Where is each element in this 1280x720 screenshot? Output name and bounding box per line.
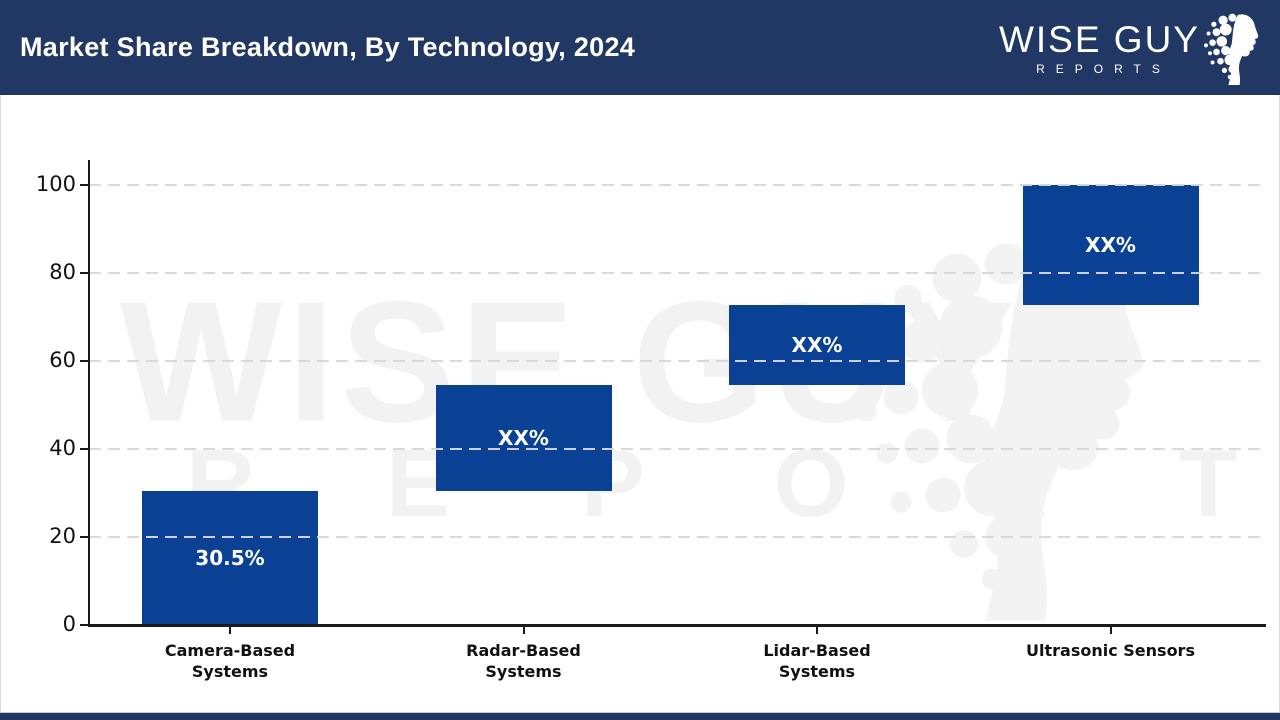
y-tick-label-80: 80 [49, 260, 76, 284]
y-tick-mark-100 [80, 184, 89, 186]
bar-segment-2: XX% [435, 385, 612, 491]
y-tick-mark-20 [80, 536, 89, 538]
y-tick-mark-40 [80, 448, 89, 450]
x-tick-mark-1 [229, 627, 231, 634]
y-tick-label-20: 20 [49, 524, 76, 548]
x-tick-mark-2 [522, 627, 525, 634]
y-tick-mark-0 [80, 624, 89, 626]
y-tick-label-100: 100 [35, 172, 76, 196]
gridline-60 [89, 360, 1266, 362]
y-tick-label-0: 0 [62, 612, 76, 636]
brand-subtitle-text: REPORTS [1036, 61, 1171, 76]
bar-segment-1: 30.5% [142, 490, 318, 625]
bar-value-label: 30.5% [195, 545, 265, 570]
bottom-divider [0, 712, 1280, 713]
footer-bar [0, 713, 1280, 720]
bar-value-label: XX% [1085, 233, 1136, 258]
category-label-4: Ultrasonic Sensors [1026, 641, 1195, 660]
x-tick-mark-4 [1109, 627, 1112, 634]
y-tick-label-40: 40 [49, 436, 76, 460]
category-label-3: Lidar-Based Systems [763, 641, 871, 681]
bar-value-label: XX% [498, 425, 549, 450]
gridline-80 [89, 272, 1266, 274]
watermark-face-logo-icon [855, 243, 1143, 621]
x-axis-line [88, 624, 1266, 627]
x-tick-mark-3 [816, 627, 818, 634]
brand-face-icon [1203, 13, 1259, 85]
header-bar: Market Share Breakdown, By Technology, 2… [0, 0, 1280, 95]
gridline-40 [89, 448, 1266, 450]
category-label-2: Radar-Based Systems [466, 641, 581, 681]
gridline-20 [89, 536, 1266, 538]
category-label-1: Camera-Based Systems [164, 641, 296, 681]
bar-segment-4: XX% [1022, 185, 1199, 306]
brand-name-text: WISE GUY [998, 18, 1200, 60]
brand-wordmark: WISE GUY REPORTS [999, 21, 1200, 76]
y-axis-line [88, 160, 90, 625]
bar-value-label: XX% [791, 333, 843, 358]
bar-segment-3: XX% [729, 305, 905, 386]
gridline-100 [89, 184, 1266, 186]
brand-logo: WISE GUY REPORTS [999, 6, 1268, 90]
y-tick-label-60: 60 [49, 348, 76, 372]
y-tick-mark-60 [80, 360, 89, 362]
y-tick-mark-80 [80, 272, 89, 274]
page-title: Market Share Breakdown, By Technology, 2… [20, 32, 636, 62]
